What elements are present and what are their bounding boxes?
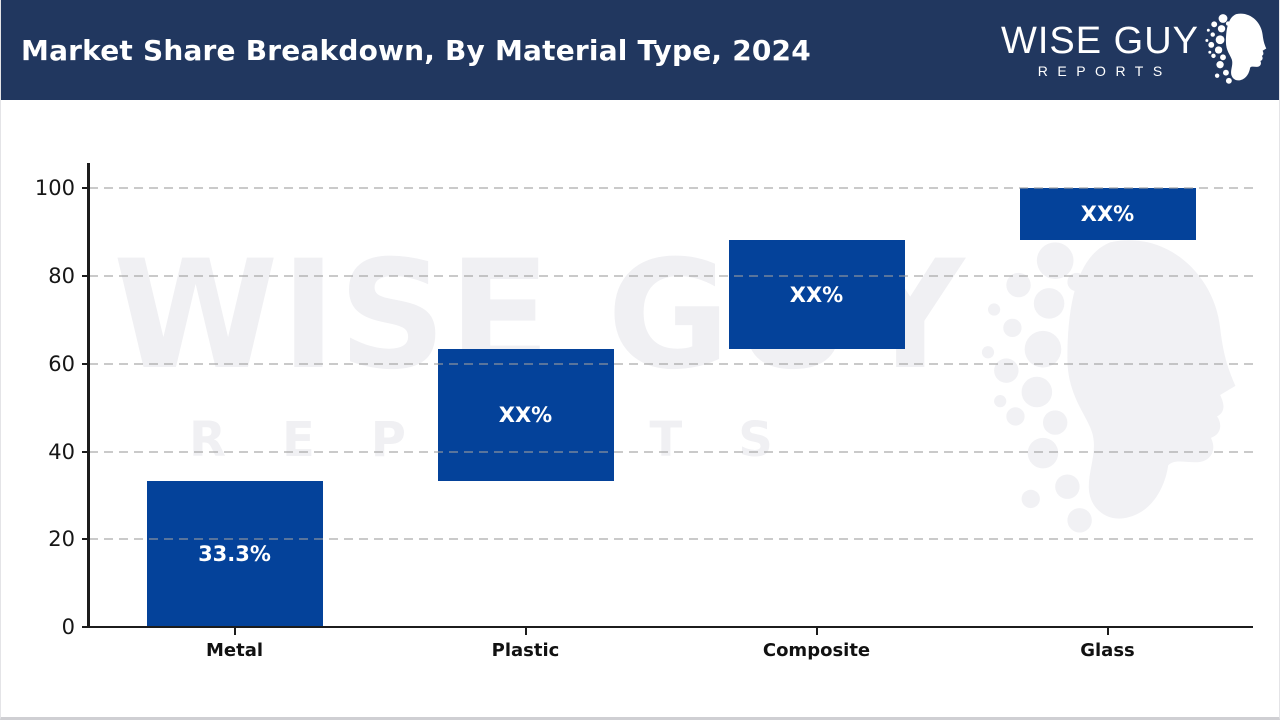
x-axis-line [87,625,1253,628]
y-tick-label-40: 40 [48,439,75,464]
bar-label-composite: XX% [789,282,844,307]
wiseguy-logo: WISE GUY REPORTS [1001,8,1267,92]
logo-reports-text: REPORTS [1037,63,1172,79]
bar-label-plastic: XX% [498,403,553,428]
wiseguy-head-icon [1201,8,1267,92]
x-tick-mark-metal [233,628,236,635]
y-tick-label-100: 100 [34,176,75,201]
y-tick-mark-80 [82,275,89,278]
header-bar: Market Share Breakdown, By Material Type… [1,0,1279,100]
x-tick-mark-composite [815,628,818,635]
gridline-40 [89,450,1253,453]
bar-glass [1019,188,1196,240]
x-tick-label-plastic: Plastic [491,640,560,661]
gridline-60 [89,362,1253,365]
bar-metal [146,480,323,627]
y-tick-mark-40 [82,450,89,453]
bar-label-glass: XX% [1080,202,1135,227]
y-tick-label-0: 0 [61,615,75,639]
bar-plastic [437,349,614,481]
bar-composite [728,239,905,350]
bar-label-metal: 33.3% [198,541,271,566]
page-title: Market Share Breakdown, By Material Type… [21,33,811,67]
y-tick-mark-0 [82,626,89,628]
gridline-80 [89,275,1253,278]
y-tick-label-20: 20 [48,527,75,552]
y-tick-mark-60 [82,362,89,365]
gridline-20 [89,538,1253,541]
logo-brand-text: WISE GUY [1000,20,1199,62]
x-tick-mark-plastic [524,628,527,635]
y-tick-label-60: 60 [48,351,75,376]
x-tick-mark-glass [1106,628,1109,635]
y-tick-mark-20 [82,538,89,541]
gridline-100 [89,187,1253,190]
x-tick-label-glass: Glass [1080,640,1135,661]
y-axis-line [87,163,90,628]
y-tick-mark-100 [82,187,89,190]
x-tick-label-composite: Composite [762,640,871,661]
x-tick-label-metal: Metal [205,640,264,661]
y-tick-label-80: 80 [48,264,75,289]
